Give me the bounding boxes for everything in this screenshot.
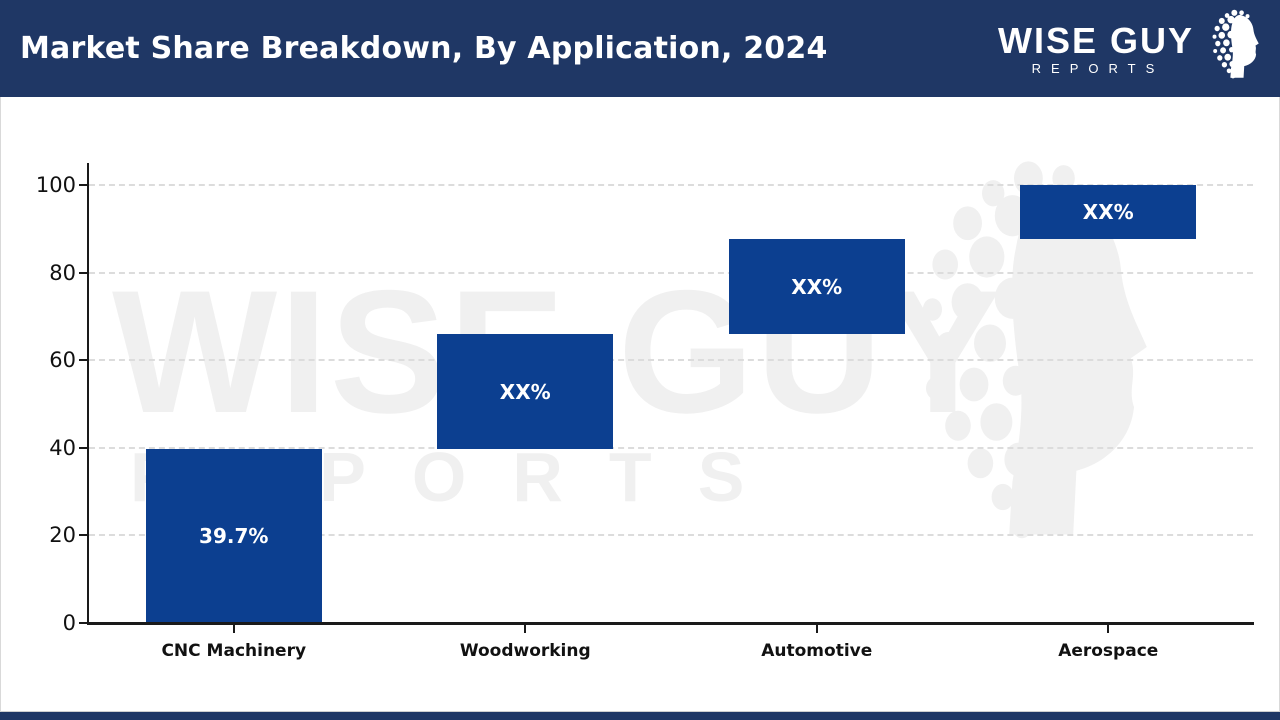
bar-value-label: 39.7% bbox=[199, 524, 269, 549]
y-tick-label: 60 bbox=[49, 348, 76, 373]
gridline bbox=[89, 534, 1253, 537]
bar: XX% bbox=[1020, 185, 1197, 240]
bar: XX% bbox=[437, 334, 614, 450]
gridline bbox=[89, 359, 1253, 362]
bar-value-label: XX% bbox=[1082, 200, 1134, 225]
y-axis bbox=[87, 163, 89, 625]
y-tick-label: 80 bbox=[49, 260, 76, 285]
logo-line1: WISE GUY bbox=[997, 19, 1194, 61]
y-tick-label: 20 bbox=[49, 523, 76, 548]
x-tick-mark bbox=[232, 625, 235, 633]
x-tick-mark bbox=[524, 625, 527, 633]
wiseguy-face-icon bbox=[1212, 9, 1259, 79]
gridline bbox=[89, 446, 1253, 449]
category-label: CNC Machinery bbox=[161, 641, 307, 661]
y-tick-mark bbox=[79, 359, 88, 362]
bar-value-label: XX% bbox=[499, 379, 551, 404]
wiseguy-logo: WISE GUY REPORTS bbox=[998, 4, 1266, 94]
bar: XX% bbox=[728, 239, 905, 335]
bar: 39.7% bbox=[145, 449, 322, 623]
y-tick-mark bbox=[79, 271, 88, 274]
category-label: Woodworking bbox=[459, 641, 591, 661]
bar-value-label: XX% bbox=[791, 274, 843, 299]
y-tick-label: 40 bbox=[49, 435, 76, 460]
x-axis bbox=[87, 622, 1254, 625]
gridline bbox=[89, 271, 1253, 274]
x-tick-mark bbox=[815, 625, 818, 633]
y-tick-mark bbox=[79, 446, 88, 449]
y-tick-mark bbox=[79, 184, 88, 186]
x-tick-mark bbox=[1107, 625, 1110, 633]
header-bar: Market Share Breakdown, By Application, … bbox=[0, 0, 1280, 97]
y-tick-mark bbox=[79, 622, 88, 624]
logo-line2: REPORTS bbox=[1031, 61, 1165, 77]
page-title: Market Share Breakdown, By Application, … bbox=[20, 31, 828, 66]
footer-bar bbox=[0, 712, 1280, 720]
y-tick-mark bbox=[79, 534, 88, 537]
y-tick-label: 0 bbox=[62, 611, 76, 635]
wiseguy-logo-text: WISE GUY REPORTS bbox=[997, 19, 1194, 77]
category-label: Automotive bbox=[761, 641, 873, 661]
gridline bbox=[89, 184, 1253, 186]
y-tick-label: 100 bbox=[35, 173, 76, 197]
category-label: Aerospace bbox=[1058, 641, 1159, 661]
